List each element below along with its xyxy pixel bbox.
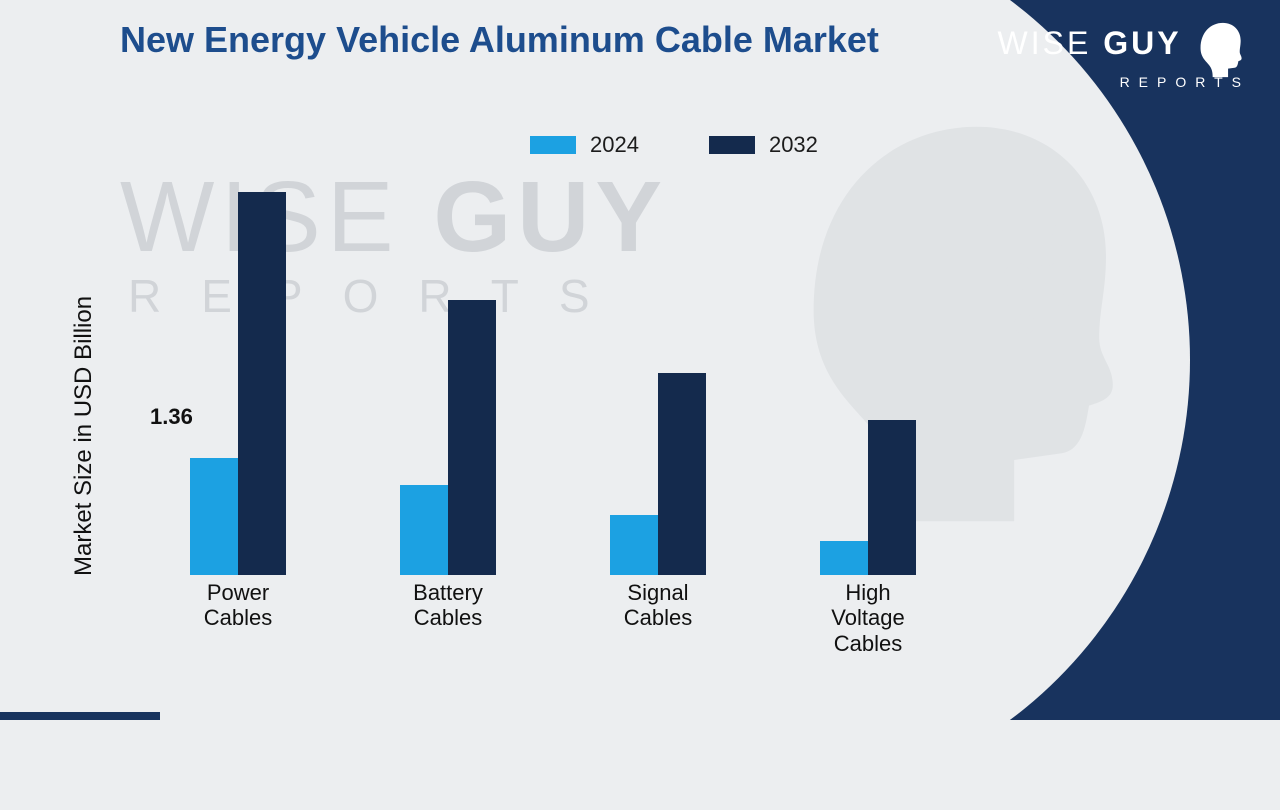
bar [190, 458, 238, 575]
legend-swatch-2032 [709, 136, 755, 154]
brand-word2: GUY [1103, 25, 1181, 61]
category-label: BatteryCables [413, 580, 483, 631]
category-label: HighVoltageCables [831, 580, 904, 656]
legend-swatch-2024 [530, 136, 576, 154]
bar-group [610, 373, 706, 575]
bar-value-label: 1.36 [150, 404, 193, 430]
legend-item-2032: 2032 [709, 132, 818, 158]
chart-title: New Energy Vehicle Aluminum Cable Market [120, 18, 880, 61]
bar [868, 420, 916, 575]
bar [448, 300, 496, 575]
bar [400, 485, 448, 575]
brand-head-icon [1194, 22, 1250, 78]
bar-group [820, 420, 916, 575]
bar [610, 515, 658, 575]
bar [658, 373, 706, 575]
brand-logo: WISE GUY REPORTS [998, 22, 1250, 90]
bar [238, 192, 286, 575]
bottom-accent-bar [0, 712, 160, 720]
y-axis-label: Market Size in USD Billion [70, 296, 98, 576]
brand-word1: WISE [998, 25, 1092, 61]
chart-plot-area: 1.36 [130, 180, 950, 576]
legend: 2024 2032 [530, 132, 818, 158]
bar [820, 541, 868, 575]
category-label: PowerCables [204, 580, 272, 631]
legend-label-2032: 2032 [769, 132, 818, 158]
legend-item-2024: 2024 [530, 132, 639, 158]
bar-group [190, 192, 286, 575]
bar-group [400, 300, 496, 575]
category-label: SignalCables [624, 580, 692, 631]
legend-label-2024: 2024 [590, 132, 639, 158]
